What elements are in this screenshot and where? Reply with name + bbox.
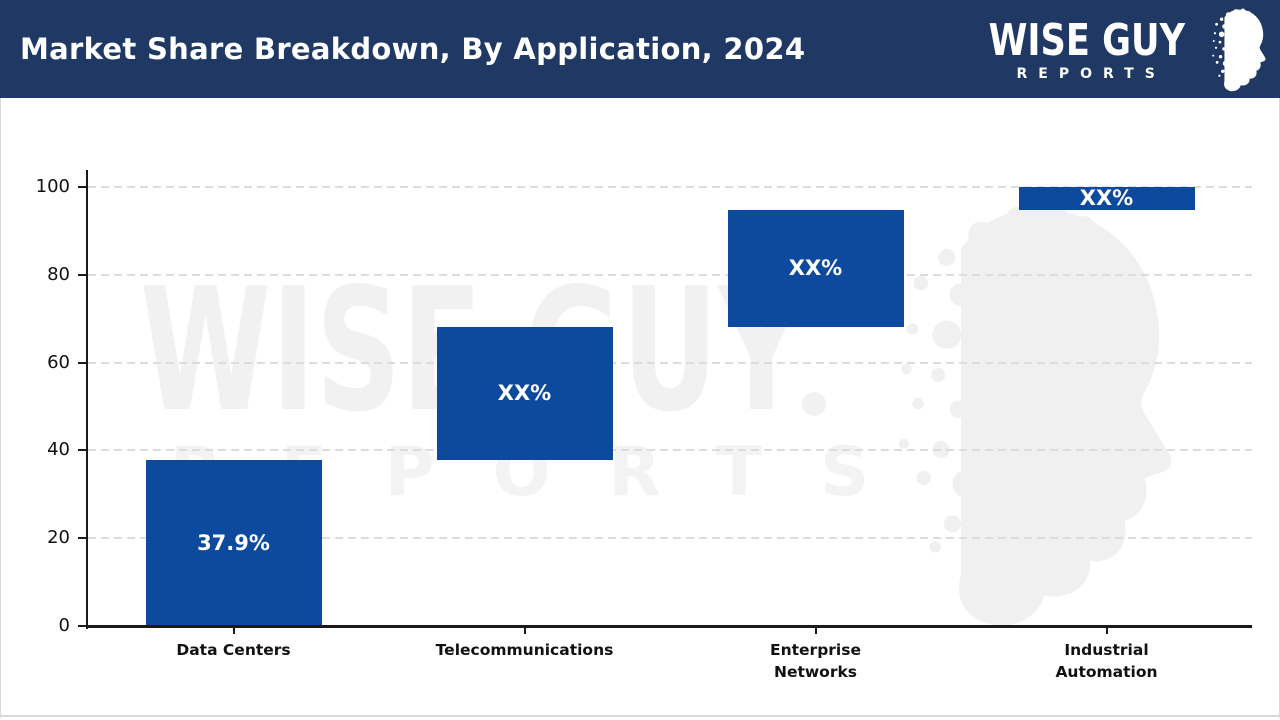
x-tick-mark xyxy=(814,628,817,634)
y-axis-line xyxy=(86,170,88,629)
x-tick-mark xyxy=(1105,628,1108,634)
x-category-label: Enterprise Networks xyxy=(770,641,861,681)
logo-brand-label: WISE GUY xyxy=(988,14,1186,66)
bar-segment: XX% xyxy=(1018,186,1195,211)
y-tick-label: 40 xyxy=(47,439,70,461)
logo-head-icon xyxy=(1212,8,1266,92)
gridline xyxy=(88,186,1252,188)
bar-segment: XX% xyxy=(436,327,613,460)
y-tick-mark xyxy=(78,625,88,627)
y-tick-mark xyxy=(78,361,88,364)
bar-value-label: 37.9% xyxy=(197,530,270,555)
bar-value-label: XX% xyxy=(1079,186,1134,211)
y-tick-mark xyxy=(78,186,88,188)
y-tick-label: 100 xyxy=(35,176,70,197)
gridline xyxy=(88,361,1252,364)
gridline xyxy=(88,537,1252,540)
logo-sub-label: REPORTS xyxy=(1016,65,1166,82)
wise-guy-logo: WISE GUY REPORTS xyxy=(964,6,1270,94)
bottom-border-line xyxy=(0,715,1280,717)
bar-segment: XX% xyxy=(727,209,904,328)
gridline xyxy=(88,273,1252,276)
chart-area: 0 20 40 60 80 100 37.9% XX% XX% XX% Data Centers Te… xyxy=(0,98,1280,720)
bar-segment: 37.9% xyxy=(145,459,322,626)
gridline xyxy=(88,449,1252,452)
x-axis-line xyxy=(86,625,1252,628)
bar-value-label: XX% xyxy=(788,256,843,281)
y-tick-mark xyxy=(78,537,88,540)
watermark-dot xyxy=(802,392,826,416)
bar-value-label: XX% xyxy=(497,381,552,406)
page-title: Market Share Breakdown, By Application, … xyxy=(20,32,806,66)
x-tick-mark xyxy=(232,628,235,634)
logo-text: WISE GUY REPORTS xyxy=(964,14,1210,82)
y-tick-label: 20 xyxy=(47,527,70,549)
x-category-label: Data Centers xyxy=(176,641,291,659)
y-tick-mark xyxy=(78,449,88,452)
x-category-label: Telecommunications xyxy=(435,641,614,659)
y-tick-label: 80 xyxy=(47,263,70,285)
x-tick-mark xyxy=(523,628,526,634)
y-tick-label: 60 xyxy=(47,351,70,373)
y-tick-label: 0 xyxy=(58,615,70,636)
x-category-label: Industrial Automation xyxy=(1055,641,1158,681)
y-tick-mark xyxy=(78,273,88,276)
header: Market Share Breakdown, By Application, … xyxy=(0,0,1280,98)
